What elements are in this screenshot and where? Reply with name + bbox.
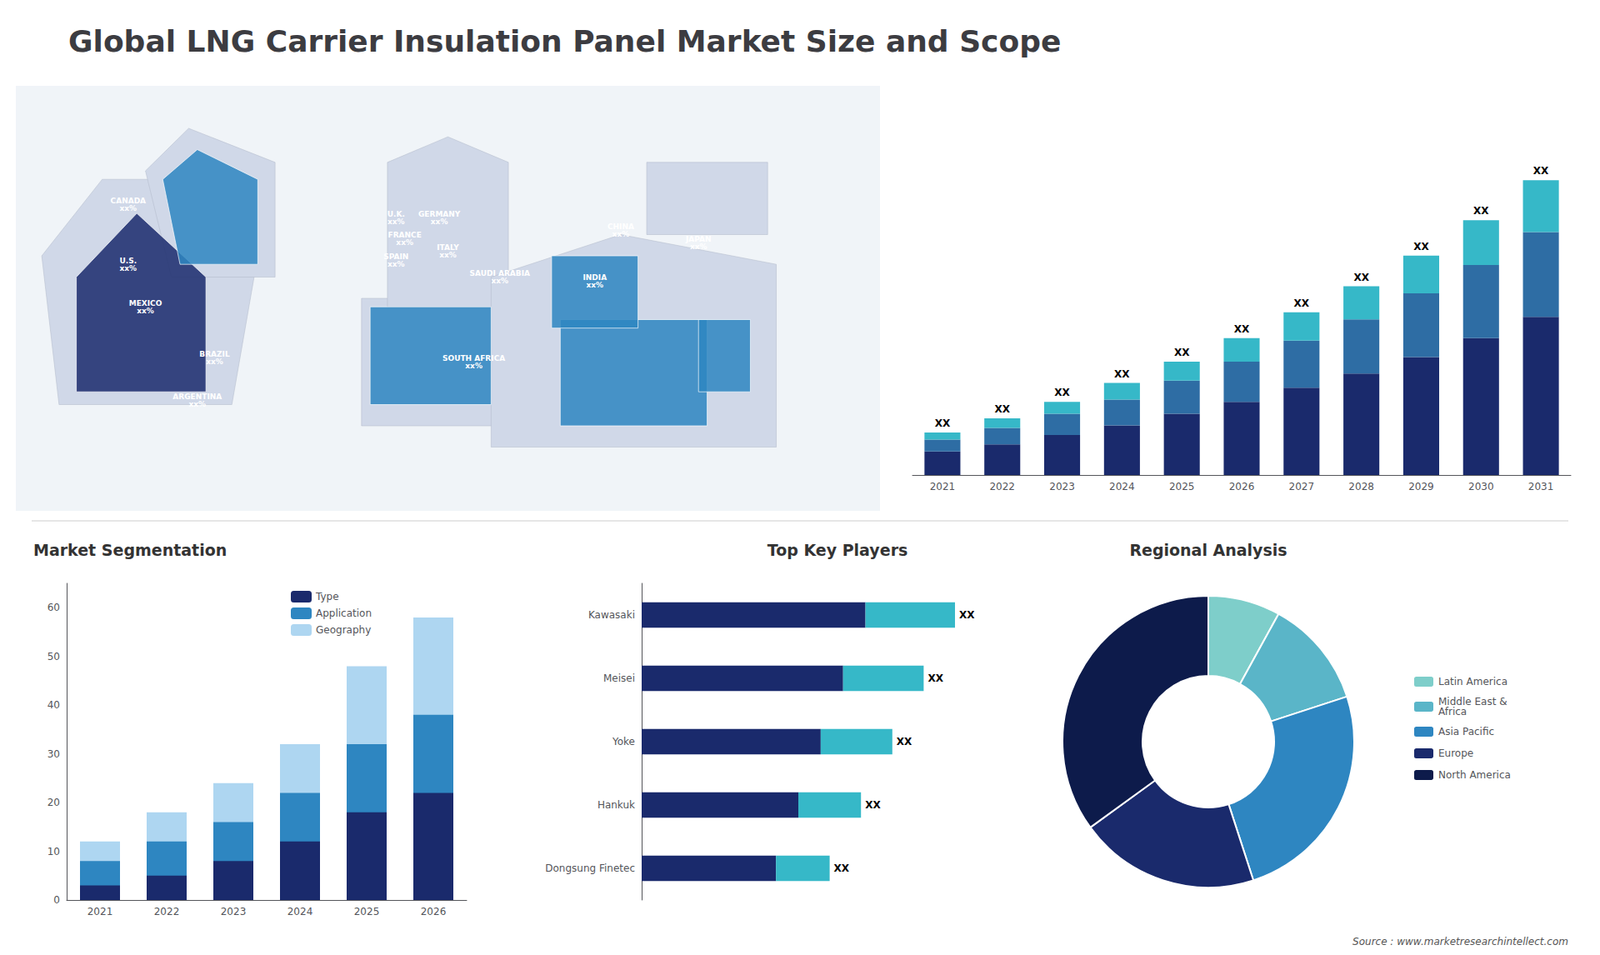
svg-text:Yoke: Yoke: [611, 735, 635, 748]
svg-text:xx%: xx%: [690, 242, 708, 251]
svg-text:SOUTH AFRICA: SOUTH AFRICA: [442, 354, 506, 363]
svg-text:2025: 2025: [354, 905, 380, 918]
svg-text:xx%: xx%: [205, 357, 224, 366]
svg-text:xx%: xx%: [136, 306, 155, 315]
svg-text:Regional Analysis: Regional Analysis: [1129, 540, 1287, 560]
svg-text:60: 60: [47, 601, 60, 614]
svg-text:xx%: xx%: [439, 250, 457, 260]
svg-text:CANADA: CANADA: [110, 196, 146, 206]
svg-text:Europe: Europe: [1438, 747, 1474, 760]
svg-text:XX: XX: [865, 799, 881, 811]
svg-text:XX: XX: [1473, 205, 1490, 217]
svg-text:JAPAN: JAPAN: [685, 235, 712, 244]
svg-text:XX: XX: [1234, 323, 1250, 335]
svg-text:Top Key Players: Top Key Players: [767, 540, 909, 560]
svg-text:XX: XX: [1054, 386, 1070, 399]
svg-text:2022: 2022: [154, 905, 180, 918]
svg-text:XX: XX: [896, 735, 913, 748]
svg-text:2023: 2023: [220, 905, 247, 918]
svg-text:Geography: Geography: [315, 624, 371, 636]
svg-text:2031: 2031: [1528, 480, 1555, 493]
svg-text:xx%: xx%: [395, 238, 414, 247]
svg-text:XX: XX: [927, 672, 944, 685]
svg-text:XX: XX: [1353, 271, 1370, 284]
svg-text:10: 10: [47, 845, 60, 858]
svg-text:XX: XX: [1413, 240, 1430, 253]
svg-text:XX: XX: [959, 609, 975, 621]
svg-text:xx%: xx%: [387, 260, 405, 269]
svg-text:U.K.: U.K.: [387, 209, 405, 218]
svg-text:xx%: xx%: [188, 400, 206, 409]
svg-text:Type: Type: [315, 590, 340, 603]
svg-text:2025: 2025: [1169, 480, 1195, 493]
svg-text:xx%: xx%: [612, 230, 630, 239]
svg-text:xx%: xx%: [585, 280, 604, 290]
svg-text:BRAZIL: BRAZIL: [199, 349, 230, 359]
svg-text:XX: XX: [935, 417, 951, 430]
svg-text:INDIA: INDIA: [582, 273, 607, 282]
svg-text:xx%: xx%: [465, 361, 483, 370]
svg-text:xx%: xx%: [119, 204, 137, 213]
svg-text:xx%: xx%: [430, 217, 449, 226]
svg-text:XX: XX: [994, 403, 1010, 415]
svg-text:2024: 2024: [287, 905, 314, 918]
svg-text:2021: 2021: [930, 480, 956, 493]
svg-text:2026: 2026: [420, 905, 447, 918]
svg-text:XX: XX: [1533, 165, 1550, 177]
svg-text:XX: XX: [834, 862, 850, 875]
svg-text:CHINA: CHINA: [607, 222, 635, 231]
svg-text:XX: XX: [1174, 346, 1190, 359]
svg-text:Market Segmentation: Market Segmentation: [33, 540, 227, 560]
svg-text:Asia Pacific: Asia Pacific: [1438, 725, 1495, 738]
svg-text:ITALY: ITALY: [436, 243, 459, 252]
svg-text:Latin America: Latin America: [1438, 675, 1508, 688]
svg-text:North America: North America: [1438, 769, 1511, 781]
svg-text:2028: 2028: [1348, 480, 1375, 493]
svg-text:SPAIN: SPAIN: [383, 252, 409, 261]
svg-text:xx%: xx%: [119, 264, 137, 273]
svg-text:ARGENTINA: ARGENTINA: [172, 392, 222, 401]
svg-text:FRANCE: FRANCE: [387, 230, 422, 240]
svg-text:Dongsung Finetec: Dongsung Finetec: [545, 862, 635, 875]
svg-text:Application: Application: [315, 607, 372, 620]
svg-text:xx%: xx%: [490, 276, 509, 285]
svg-text:2026: 2026: [1229, 480, 1255, 493]
svg-text:2022: 2022: [989, 480, 1015, 493]
svg-text:2030: 2030: [1468, 480, 1495, 493]
svg-text:Global LNG Carrier Insulation: Global LNG Carrier Insulation Panel Mark…: [68, 24, 1061, 59]
svg-text:2027: 2027: [1289, 480, 1315, 493]
svg-text:XX: XX: [1294, 297, 1310, 310]
svg-text:XX: XX: [1114, 368, 1130, 380]
svg-text:Source : www.marketresearchint: Source : www.marketresearchintellect.com: [1352, 935, 1569, 948]
svg-text:2021: 2021: [87, 905, 114, 918]
svg-text:GERMANY: GERMANY: [418, 209, 461, 218]
svg-text:SAUDI ARABIA: SAUDI ARABIA: [469, 269, 530, 278]
svg-text:Kawasaki: Kawasaki: [588, 609, 635, 621]
svg-text:0: 0: [53, 894, 60, 906]
svg-text:Africa: Africa: [1438, 705, 1467, 718]
svg-text:Middle East &: Middle East &: [1438, 695, 1508, 708]
svg-text:50: 50: [47, 650, 60, 663]
svg-text:U.S.: U.S.: [119, 256, 137, 265]
svg-text:xx%: xx%: [387, 217, 405, 226]
svg-text:30: 30: [47, 748, 60, 760]
svg-text:MEXICO: MEXICO: [128, 298, 162, 308]
svg-text:Hankuk: Hankuk: [597, 799, 635, 811]
svg-text:2024: 2024: [1109, 480, 1135, 493]
svg-text:2029: 2029: [1408, 480, 1435, 493]
svg-text:40: 40: [47, 699, 60, 711]
svg-text:Meisei: Meisei: [603, 672, 635, 685]
svg-text:2023: 2023: [1049, 480, 1075, 493]
svg-text:20: 20: [47, 796, 60, 809]
